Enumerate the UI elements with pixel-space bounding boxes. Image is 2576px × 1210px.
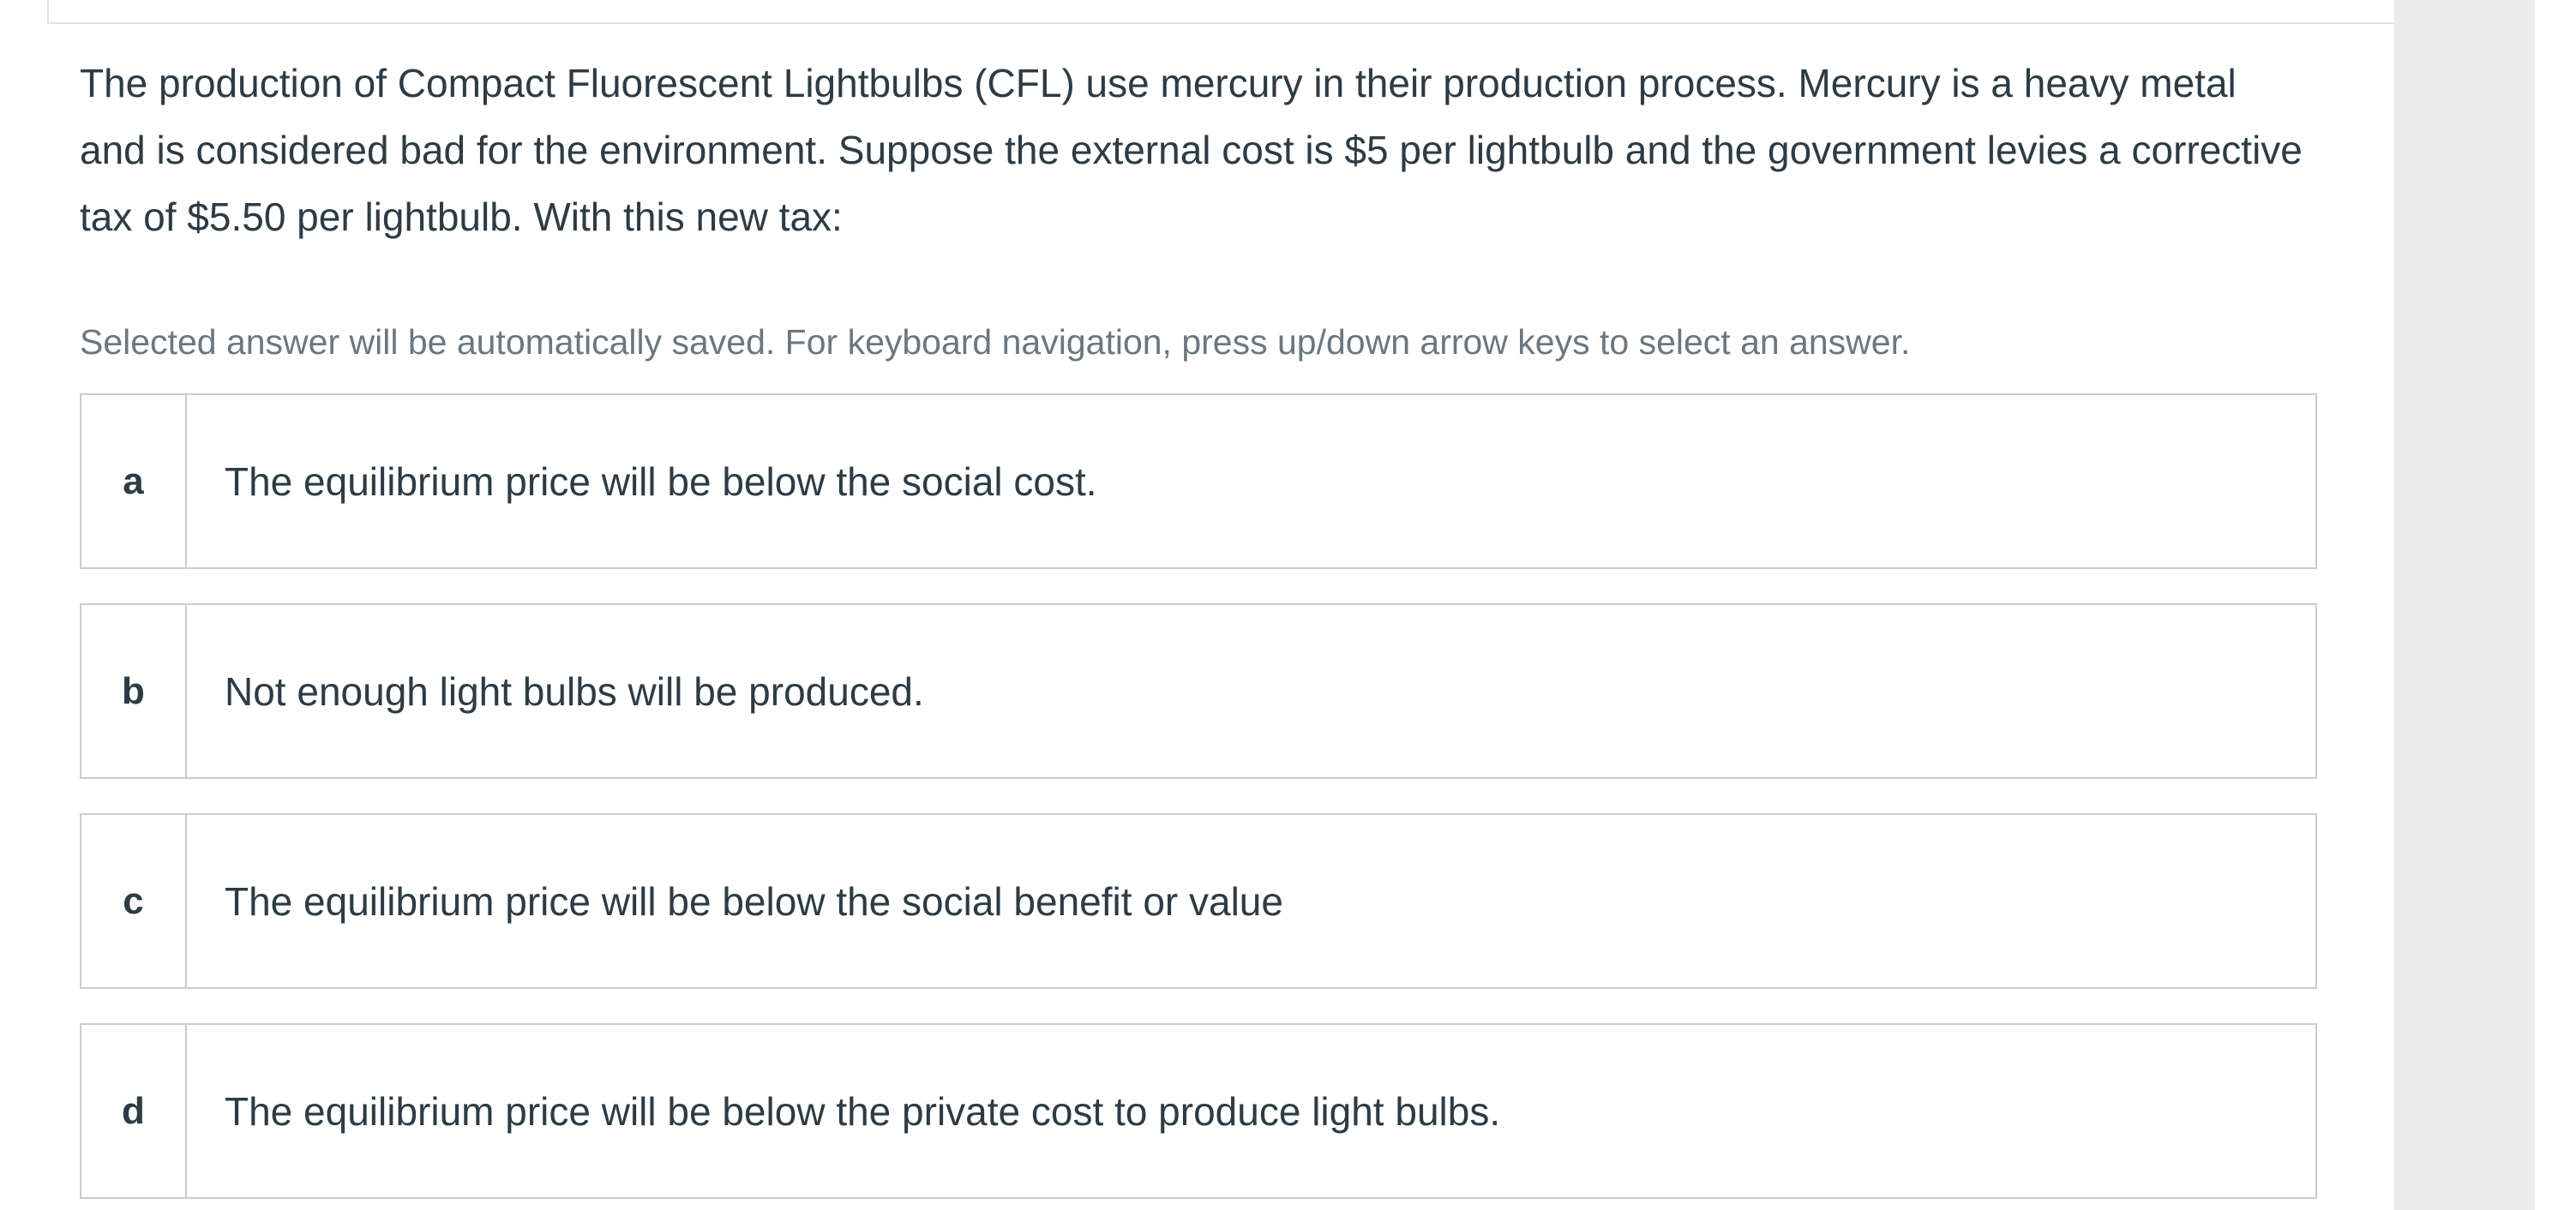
option-text: Not enough light bulbs will be produced. — [225, 668, 924, 714]
answer-option-a[interactable]: a The equilibrium price will be below th… — [80, 393, 2317, 569]
option-letter-cell: a — [81, 395, 187, 567]
right-edge-strip — [2535, 0, 2576, 1210]
option-letter: b — [122, 669, 145, 712]
option-text: The equilibrium price will be below the … — [225, 1088, 1501, 1134]
top-divider — [47, 22, 2396, 24]
option-letter: d — [122, 1089, 145, 1132]
option-letter-cell: c — [81, 815, 187, 987]
option-text: The equilibrium price will be below the … — [225, 878, 1283, 924]
answer-option-d[interactable]: d The equilibrium price will be below th… — [80, 1023, 2317, 1199]
answer-options-list: a The equilibrium price will be below th… — [80, 393, 2317, 1199]
option-letter: a — [123, 459, 144, 502]
answer-option-b[interactable]: b Not enough light bulbs will be produce… — [80, 603, 2317, 779]
top-left-border — [47, 0, 49, 24]
question-container: The production of Compact Fluorescent Li… — [80, 50, 2317, 1199]
question-text: The production of Compact Fluorescent Li… — [80, 61, 2303, 239]
option-letter-cell: d — [81, 1025, 187, 1197]
answer-option-c[interactable]: c The equilibrium price will be below th… — [80, 813, 2317, 989]
right-gutter — [2394, 0, 2535, 1210]
option-text: The equilibrium price will be below the … — [225, 458, 1097, 504]
option-letter-cell: b — [81, 605, 187, 777]
autosave-instruction: Selected answer will be automatically sa… — [80, 322, 1911, 362]
option-letter: c — [123, 879, 144, 922]
